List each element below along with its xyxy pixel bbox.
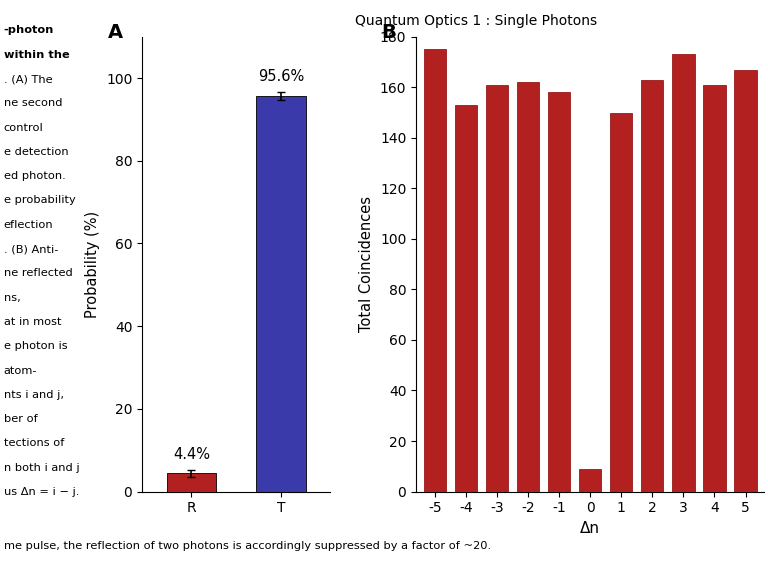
Bar (579, 469, 601, 492)
Bar (672, 54, 694, 492)
Bar (641, 80, 664, 492)
Text: me pulse, the reflection of two photons is accordingly suppressed by a factor of: me pulse, the reflection of two photons … (4, 541, 491, 551)
Text: within the: within the (4, 50, 70, 60)
Bar (610, 112, 632, 492)
Text: e detection: e detection (4, 147, 68, 157)
Text: e probability: e probability (4, 195, 75, 206)
Bar (734, 69, 756, 492)
Text: at in most: at in most (4, 317, 61, 327)
Text: -photon: -photon (4, 25, 55, 36)
Bar (423, 49, 446, 492)
Text: B: B (381, 23, 396, 42)
Text: . (B) Anti-: . (B) Anti- (4, 244, 58, 254)
Bar (167, 473, 216, 492)
Bar (455, 105, 477, 492)
Bar (517, 82, 539, 492)
Text: ed photon.: ed photon. (4, 171, 65, 181)
Text: us Δn = i − j.: us Δn = i − j. (4, 487, 79, 497)
Text: ber of: ber of (4, 414, 38, 424)
Text: eflection: eflection (4, 220, 54, 230)
Text: control: control (4, 123, 44, 133)
Bar (257, 96, 306, 492)
Text: ne second: ne second (4, 98, 62, 108)
Bar (485, 85, 508, 492)
Y-axis label: Total Coincidences: Total Coincidences (359, 196, 374, 332)
X-axis label: Δn: Δn (580, 521, 600, 536)
Text: nts i and j,: nts i and j, (4, 390, 64, 400)
Text: A: A (108, 23, 124, 42)
Text: 95.6%: 95.6% (258, 69, 304, 84)
Text: n both i and j: n both i and j (4, 463, 79, 473)
Y-axis label: Probability (%): Probability (%) (85, 211, 101, 318)
Bar (548, 92, 570, 492)
Text: ns,: ns, (4, 293, 21, 303)
Text: Quantum Optics 1 : Single Photons: Quantum Optics 1 : Single Photons (355, 14, 598, 28)
Text: atom-: atom- (4, 366, 38, 376)
Text: tections of: tections of (4, 438, 65, 449)
Text: 4.4%: 4.4% (173, 447, 210, 462)
Text: e photon is: e photon is (4, 341, 68, 351)
Text: . (A) The: . (A) The (4, 74, 52, 84)
Text: ne reflected: ne reflected (4, 268, 73, 279)
Bar (703, 85, 726, 492)
